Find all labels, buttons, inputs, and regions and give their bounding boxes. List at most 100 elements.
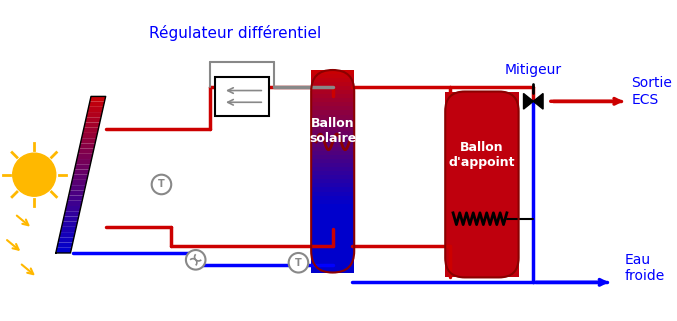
Text: T: T: [295, 258, 302, 268]
Bar: [311, 232, 354, 236]
Circle shape: [13, 153, 56, 196]
Bar: [311, 139, 354, 143]
Text: Régulateur différentiel: Régulateur différentiel: [149, 25, 321, 41]
Bar: [311, 74, 354, 78]
Polygon shape: [81, 138, 96, 143]
Circle shape: [186, 250, 206, 270]
Bar: [445, 185, 519, 188]
Bar: [445, 181, 519, 185]
Bar: [311, 195, 354, 200]
Bar: [445, 143, 519, 147]
Bar: [445, 199, 519, 203]
Bar: [311, 224, 354, 228]
Bar: [311, 115, 354, 118]
Polygon shape: [87, 107, 104, 112]
Polygon shape: [79, 143, 95, 149]
Bar: [311, 82, 354, 86]
Bar: [311, 204, 354, 208]
Bar: [311, 78, 354, 82]
Polygon shape: [533, 93, 543, 109]
Bar: [445, 222, 519, 225]
Bar: [445, 255, 519, 259]
Polygon shape: [86, 112, 102, 117]
Text: Sortie
ECS: Sortie ECS: [631, 76, 672, 107]
Bar: [445, 244, 519, 248]
Bar: [311, 151, 354, 155]
Bar: [311, 155, 354, 159]
Polygon shape: [90, 96, 106, 102]
Bar: [445, 240, 519, 244]
Bar: [311, 118, 354, 123]
Polygon shape: [70, 185, 86, 190]
Bar: [445, 188, 519, 192]
Polygon shape: [77, 154, 93, 159]
Bar: [445, 207, 519, 211]
Bar: [311, 175, 354, 179]
Bar: [445, 133, 519, 136]
Polygon shape: [73, 169, 89, 175]
Polygon shape: [76, 159, 91, 164]
Bar: [445, 270, 519, 274]
Bar: [445, 114, 519, 117]
Bar: [311, 90, 354, 94]
Polygon shape: [71, 180, 87, 185]
Bar: [311, 192, 354, 195]
Polygon shape: [89, 102, 104, 107]
Bar: [311, 102, 354, 107]
Bar: [311, 208, 354, 212]
Bar: [311, 252, 354, 256]
Text: T: T: [158, 179, 165, 189]
Polygon shape: [60, 227, 77, 232]
Bar: [445, 95, 519, 99]
Bar: [445, 211, 519, 214]
Bar: [445, 248, 519, 251]
Text: Ballon
solaire: Ballon solaire: [309, 117, 356, 145]
Bar: [311, 244, 354, 248]
Bar: [445, 225, 519, 229]
Bar: [311, 107, 354, 110]
Bar: [445, 203, 519, 207]
Bar: [311, 200, 354, 204]
Polygon shape: [63, 216, 79, 222]
Text: Eau
froide: Eau froide: [624, 253, 665, 283]
Circle shape: [288, 253, 308, 273]
Bar: [445, 162, 519, 166]
Text: Mitigeur: Mitigeur: [505, 63, 562, 77]
Bar: [445, 237, 519, 240]
Polygon shape: [56, 248, 72, 253]
Bar: [311, 220, 354, 224]
Bar: [445, 91, 519, 95]
Polygon shape: [68, 190, 85, 195]
Bar: [445, 192, 519, 195]
Polygon shape: [58, 237, 74, 243]
Bar: [445, 125, 519, 129]
Bar: [311, 212, 354, 216]
Bar: [311, 70, 354, 74]
Polygon shape: [60, 232, 75, 237]
Bar: [311, 171, 354, 175]
Bar: [445, 169, 519, 173]
Polygon shape: [62, 222, 77, 227]
Bar: [445, 159, 519, 162]
Polygon shape: [64, 211, 80, 216]
Bar: [445, 166, 519, 169]
Polygon shape: [68, 195, 83, 201]
Bar: [445, 259, 519, 263]
Bar: [445, 251, 519, 255]
Bar: [311, 135, 354, 139]
Bar: [445, 263, 519, 266]
Bar: [445, 121, 519, 125]
Bar: [311, 98, 354, 102]
Polygon shape: [85, 117, 101, 123]
Polygon shape: [84, 123, 100, 128]
Bar: [445, 140, 519, 143]
Bar: [311, 143, 354, 147]
Bar: [311, 110, 354, 115]
Polygon shape: [66, 201, 82, 206]
Text: Ballon
d'appoint: Ballon d'appoint: [449, 141, 515, 169]
Bar: [311, 163, 354, 167]
Bar: [445, 177, 519, 181]
Bar: [311, 216, 354, 220]
Bar: [445, 129, 519, 133]
Polygon shape: [523, 93, 533, 109]
